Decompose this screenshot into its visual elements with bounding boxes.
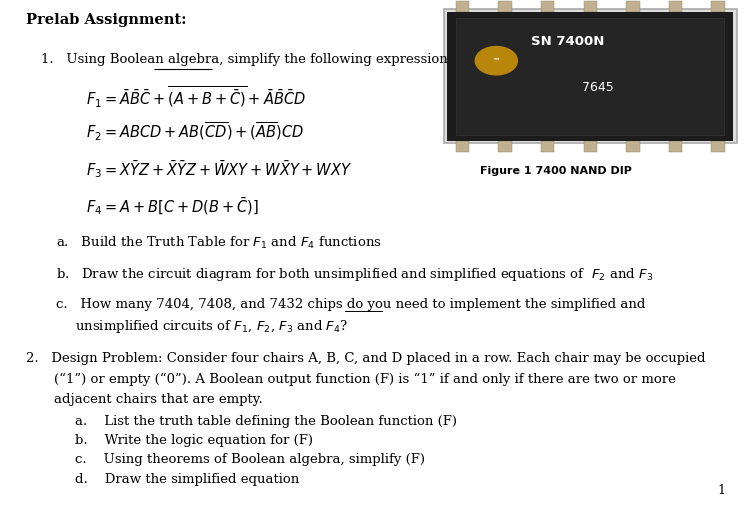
FancyBboxPatch shape [584, 2, 597, 13]
FancyBboxPatch shape [541, 2, 554, 13]
FancyBboxPatch shape [584, 141, 597, 153]
Text: adjacent chairs that are empty.: adjacent chairs that are empty. [54, 392, 263, 405]
Text: Prelab Assignment:: Prelab Assignment: [26, 13, 187, 27]
FancyBboxPatch shape [626, 2, 640, 13]
Text: 1.   Using Boolean algebra, simplify the following expressions.: 1. Using Boolean algebra, simplify the f… [41, 53, 459, 66]
Text: unsimplified circuits of $F_1$, $F_2$, $F_3$ and $F_4$?: unsimplified circuits of $F_1$, $F_2$, $… [75, 317, 348, 334]
FancyBboxPatch shape [711, 141, 725, 153]
Text: b.    Write the logic equation for (F): b. Write the logic equation for (F) [75, 433, 313, 446]
FancyBboxPatch shape [456, 141, 469, 153]
Text: Figure 1 7400 NAND DIP: Figure 1 7400 NAND DIP [480, 166, 632, 176]
FancyBboxPatch shape [444, 10, 737, 144]
FancyBboxPatch shape [669, 141, 682, 153]
FancyBboxPatch shape [499, 141, 512, 153]
Text: a.   Build the Truth Table for $F_1$ and $F_4$ functions: a. Build the Truth Table for $F_1$ and $… [56, 234, 382, 250]
Text: $F_1 = \bar{A}\bar{B}\bar{C} + \overline{(A + B + \bar{C})} + \bar{A}\bar{B}\bar: $F_1 = \bar{A}\bar{B}\bar{C} + \overline… [86, 84, 306, 110]
Text: 7645: 7645 [582, 81, 614, 94]
FancyBboxPatch shape [447, 13, 733, 141]
Text: 1: 1 [717, 483, 726, 496]
Text: c.    Using theorems of Boolean algebra, simplify (F): c. Using theorems of Boolean algebra, si… [75, 452, 425, 466]
FancyBboxPatch shape [669, 2, 682, 13]
FancyBboxPatch shape [711, 2, 725, 13]
FancyBboxPatch shape [626, 141, 640, 153]
Circle shape [475, 47, 517, 76]
FancyBboxPatch shape [499, 2, 512, 13]
FancyBboxPatch shape [456, 19, 724, 135]
Text: c.   How many 7404, 7408, and 7432 chips do you need to implement the simplified: c. How many 7404, 7408, and 7432 chips d… [56, 297, 646, 310]
FancyBboxPatch shape [541, 141, 554, 153]
Text: $F_4 = A + B[C + D(B + \bar{C})]$: $F_4 = A + B[C + D(B + \bar{C})]$ [86, 195, 259, 216]
Text: a.    List the truth table defining the Boolean function (F): a. List the truth table defining the Boo… [75, 414, 457, 427]
Text: $F_2 = ABCD + AB(\overline{CD}) + (\overline{AB})CD$: $F_2 = ABCD + AB(\overline{CD}) + (\over… [86, 121, 305, 143]
Text: b.   Draw the circuit diagram for both unsimplified and simplified equations of : b. Draw the circuit diagram for both uns… [56, 266, 653, 283]
Text: SN 7400N: SN 7400N [531, 34, 605, 47]
Text: d.    Draw the simplified equation: d. Draw the simplified equation [75, 472, 299, 485]
Text: 2.   Design Problem: Consider four chairs A, B, C, and D placed in a row. Each c: 2. Design Problem: Consider four chairs … [26, 351, 706, 365]
Text: $F_3 = X\bar{Y}Z + \bar{X}\bar{Y}Z + \bar{W}XY + W\bar{X}Y + WXY$: $F_3 = X\bar{Y}Z + \bar{X}\bar{Y}Z + \ba… [86, 158, 353, 180]
Text: (“1”) or empty (“0”). A Boolean output function (F) is “1” if and only if there : (“1”) or empty (“0”). A Boolean output f… [54, 372, 676, 385]
Text: ™: ™ [493, 57, 500, 66]
FancyBboxPatch shape [456, 2, 469, 13]
